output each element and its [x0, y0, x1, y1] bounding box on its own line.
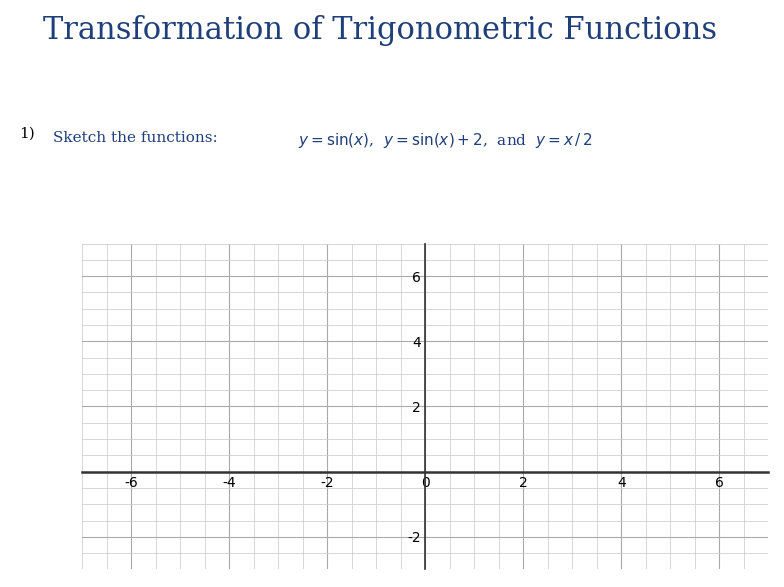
Text: Transformation of Trigonometric Functions: Transformation of Trigonometric Function… — [43, 15, 717, 46]
Text: 1): 1) — [20, 126, 35, 140]
Text: Sketch the functions:: Sketch the functions: — [53, 131, 218, 146]
Text: $y = \sin(x)$,  $y = \sin(x) + 2$,  and  $y = x\,/\,2$: $y = \sin(x)$, $y = \sin(x) + 2$, and $y… — [298, 131, 592, 150]
